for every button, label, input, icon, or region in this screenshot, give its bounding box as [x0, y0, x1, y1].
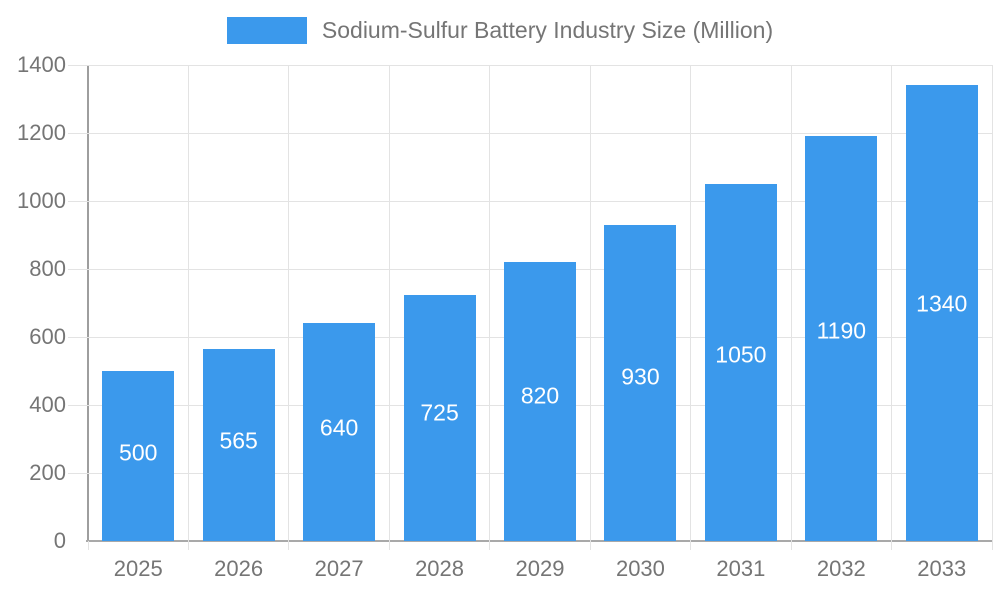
- x-axis-tick: [87, 541, 89, 550]
- horizontal-gridline: [68, 132, 992, 134]
- y-axis-tick-label: 1400: [17, 52, 66, 77]
- y-axis-tick-label: 1000: [17, 188, 66, 213]
- bar: 500: [102, 371, 175, 541]
- vertical-gridline: [690, 65, 692, 550]
- x-axis-tick-label: 2026: [214, 556, 264, 581]
- x-axis-tick-label: 2032: [816, 556, 866, 581]
- bar-value-label: 640: [319, 414, 359, 441]
- vertical-gridline: [991, 65, 993, 550]
- vertical-gridline: [187, 65, 189, 550]
- plot-area: 500 565 640 725 820 930 1050 1190 1340: [68, 64, 993, 550]
- vertical-gridline: [790, 65, 792, 550]
- bar-value-label: 725: [420, 399, 459, 426]
- vertical-gridline: [489, 65, 491, 550]
- x-axis-labels: 2025 2026 2027 2028 2029 2030 2031 2032 2033: [88, 556, 992, 586]
- bar: 820: [504, 262, 576, 541]
- bar-value-label: 1190: [816, 317, 867, 344]
- x-axis-line: [86, 540, 993, 542]
- bar: 1050: [704, 184, 777, 541]
- bar: 930: [604, 224, 677, 541]
- x-axis-tick-label: 2025: [113, 556, 163, 581]
- bar: 1190: [805, 136, 878, 541]
- x-axis-tick-label: 2028: [415, 556, 465, 581]
- bar: 565: [202, 348, 275, 541]
- x-axis-tick-label: 2033: [917, 556, 967, 581]
- bar: 640: [303, 323, 376, 541]
- vertical-gridline: [388, 65, 390, 550]
- y-axis-tick-label: 200: [29, 460, 66, 485]
- horizontal-gridline: [68, 200, 992, 202]
- vertical-gridline: [891, 65, 893, 550]
- vertical-gridline: [589, 65, 591, 550]
- y-axis-tick-label: 1200: [17, 120, 66, 145]
- y-axis-tick-label: 600: [29, 324, 66, 349]
- chart-legend: Sodium-Sulfur Battery Industry Size (Mil…: [0, 17, 1000, 44]
- bar-value-label: 565: [219, 427, 258, 454]
- x-axis-tick-label: 2027: [314, 556, 364, 581]
- x-axis-tick-label: 2031: [716, 556, 766, 581]
- legend-label: Sodium-Sulfur Battery Industry Size (Mil…: [321, 17, 774, 43]
- y-axis-line: [87, 65, 89, 541]
- bar: 1340: [905, 85, 978, 541]
- bar-value-label: 820: [520, 382, 560, 409]
- x-axis-tick-label: 2030: [615, 556, 665, 581]
- bar-value-label: 500: [119, 439, 158, 466]
- legend-swatch-icon: [226, 17, 307, 44]
- bar-value-label: 1050: [715, 341, 767, 368]
- horizontal-gridline: [68, 64, 992, 66]
- vertical-gridline: [288, 65, 290, 550]
- x-axis-tick-label: 2029: [515, 556, 565, 581]
- y-axis-tick-label: 0: [53, 528, 66, 553]
- y-axis-labels: 0 200 400 600 800 1000 1200 1400: [0, 52, 66, 553]
- y-axis-tick-label: 400: [29, 392, 66, 417]
- y-axis-tick-label: 800: [29, 256, 66, 281]
- bar-value-label: 1340: [916, 290, 968, 317]
- bar: 725: [403, 294, 476, 541]
- bar-value-label: 930: [621, 363, 660, 390]
